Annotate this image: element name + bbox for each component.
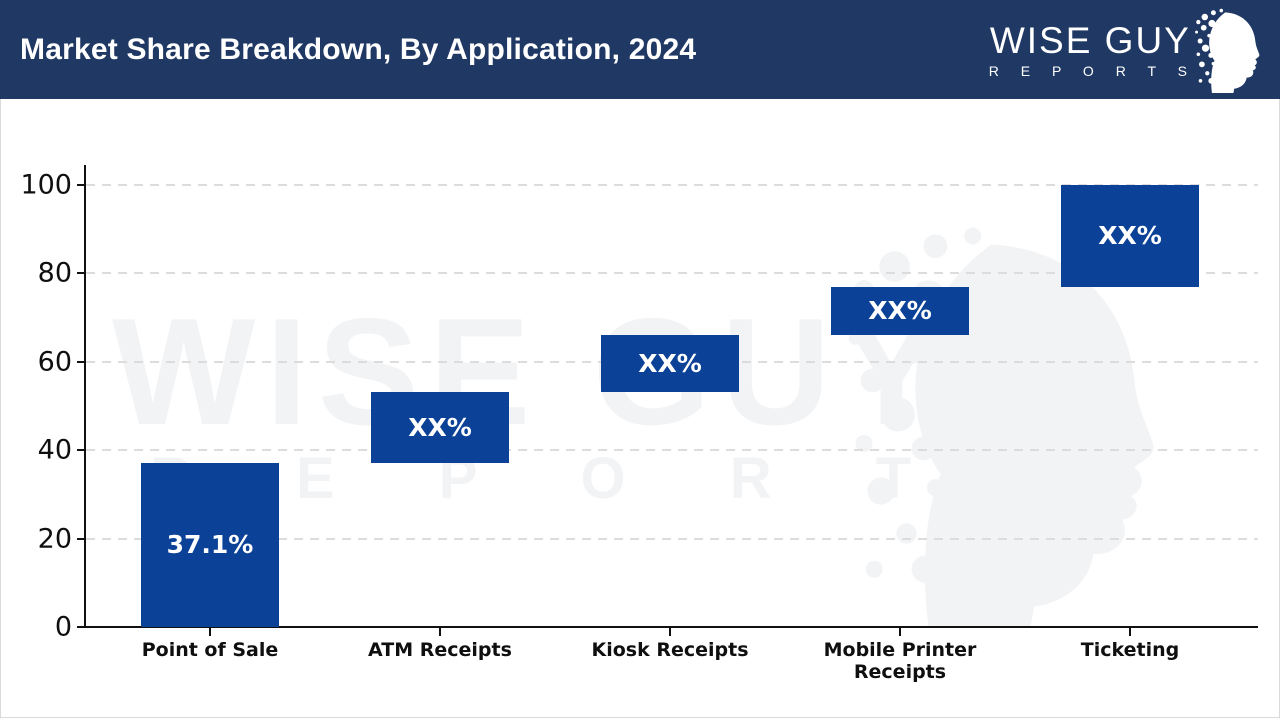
- x-tick: [1129, 628, 1131, 636]
- x-tick: [209, 628, 211, 636]
- y-gridline: [86, 272, 1258, 275]
- bar-value-label: XX%: [408, 412, 472, 442]
- bar-value-label: XX%: [1098, 221, 1162, 251]
- y-tick-label: 0: [54, 611, 72, 643]
- header-bar: Market Share Breakdown, By Application, …: [0, 0, 1280, 99]
- chart-title: Market Share Breakdown, By Application, …: [20, 32, 697, 66]
- waterfall-bar: XX%: [831, 286, 969, 336]
- x-tick: [669, 628, 671, 636]
- y-tick: [77, 626, 85, 628]
- x-tick: [439, 628, 441, 636]
- logo-wordmark: WISE GUY: [989, 19, 1191, 61]
- logo-subtitle: R E P O R T S: [988, 62, 1196, 79]
- waterfall-bar: XX%: [371, 391, 509, 463]
- waterfall-bar: XX%: [601, 335, 739, 392]
- x-category-label: Kiosk Receipts: [591, 639, 749, 661]
- y-tick: [77, 360, 85, 363]
- y-gridline: [86, 449, 1258, 452]
- x-category-label: Point of Sale: [141, 639, 279, 661]
- waterfall-bar: 37.1%: [141, 462, 279, 627]
- y-tick-label: 20: [37, 523, 72, 555]
- y-tick: [77, 183, 85, 186]
- dotted-head-icon: [1195, 8, 1260, 93]
- y-gridline: [86, 183, 1258, 186]
- bar-value-label: XX%: [868, 296, 932, 326]
- bar-value-label: XX%: [638, 348, 702, 378]
- y-tick: [77, 449, 85, 452]
- x-axis-line: [84, 626, 1258, 628]
- bar-value-label: 37.1%: [166, 530, 254, 560]
- y-tick-label: 60: [37, 346, 72, 378]
- y-gridline: [86, 537, 1258, 540]
- y-tick-label: 80: [37, 257, 72, 289]
- waterfall-bar: XX%: [1061, 184, 1199, 287]
- wise-guy-logo: WISE GUY R E P O R T S: [985, 7, 1266, 93]
- y-tick-label: 40: [37, 434, 72, 466]
- y-tick: [77, 272, 85, 275]
- y-tick-label: 100: [20, 169, 72, 201]
- x-tick: [899, 628, 901, 636]
- y-tick: [77, 537, 85, 540]
- x-category-label: ATM Receipts: [368, 639, 512, 661]
- y-axis-line: [84, 165, 86, 628]
- logo-text: WISE GUY R E P O R T S: [985, 22, 1196, 78]
- x-category-label: Ticketing: [1080, 639, 1180, 661]
- x-category-label: Mobile Printer Receipts: [823, 639, 977, 683]
